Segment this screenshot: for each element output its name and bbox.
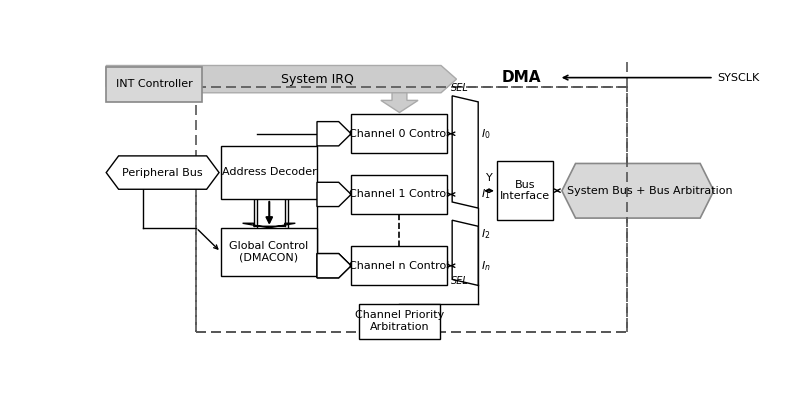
Bar [351,246,447,285]
Bar [351,175,447,214]
Text: $I_1$: $I_1$ [482,188,491,201]
Text: Address Decoder: Address Decoder [222,167,316,177]
Polygon shape [381,93,418,113]
Polygon shape [317,182,351,206]
Bar [196,87,627,333]
Text: SEL: SEL [451,276,469,286]
Polygon shape [317,122,351,146]
Text: $I_0$: $I_0$ [482,127,491,141]
Text: Global Control
(DMACON): Global Control (DMACON) [230,241,309,263]
Text: Channel n Control: Channel n Control [349,261,450,271]
Text: $I_2$: $I_2$ [482,227,490,241]
Text: Bus
Interface: Bus Interface [500,180,550,201]
Bar [221,146,317,199]
Text: System Bus + Bus Arbitration: System Bus + Bus Arbitration [567,186,733,196]
Text: System IRQ: System IRQ [281,72,354,85]
Polygon shape [317,254,351,278]
Text: Peripheral Bus: Peripheral Bus [122,167,203,178]
Text: $I_n$: $I_n$ [482,259,491,273]
Text: DMA: DMA [502,70,542,85]
Polygon shape [452,96,478,208]
Text: Y: Y [486,173,493,183]
Bar [359,304,440,338]
Polygon shape [106,65,457,93]
Text: SYSCLK: SYSCLK [717,72,759,83]
Polygon shape [106,156,219,189]
Bar [221,228,317,276]
Bar [106,67,202,102]
Bar [497,161,553,220]
Bar [351,114,447,153]
Polygon shape [562,164,714,218]
Text: Channel 0 Control: Channel 0 Control [349,129,450,139]
Text: INT Controller: INT Controller [116,80,193,89]
Polygon shape [242,223,295,228]
Polygon shape [452,220,478,285]
Text: Channel Priority
Arbitration: Channel Priority Arbitration [355,310,444,332]
Polygon shape [317,254,351,278]
Text: SEL: SEL [451,83,469,93]
Text: Channel 1 Control: Channel 1 Control [349,190,450,199]
